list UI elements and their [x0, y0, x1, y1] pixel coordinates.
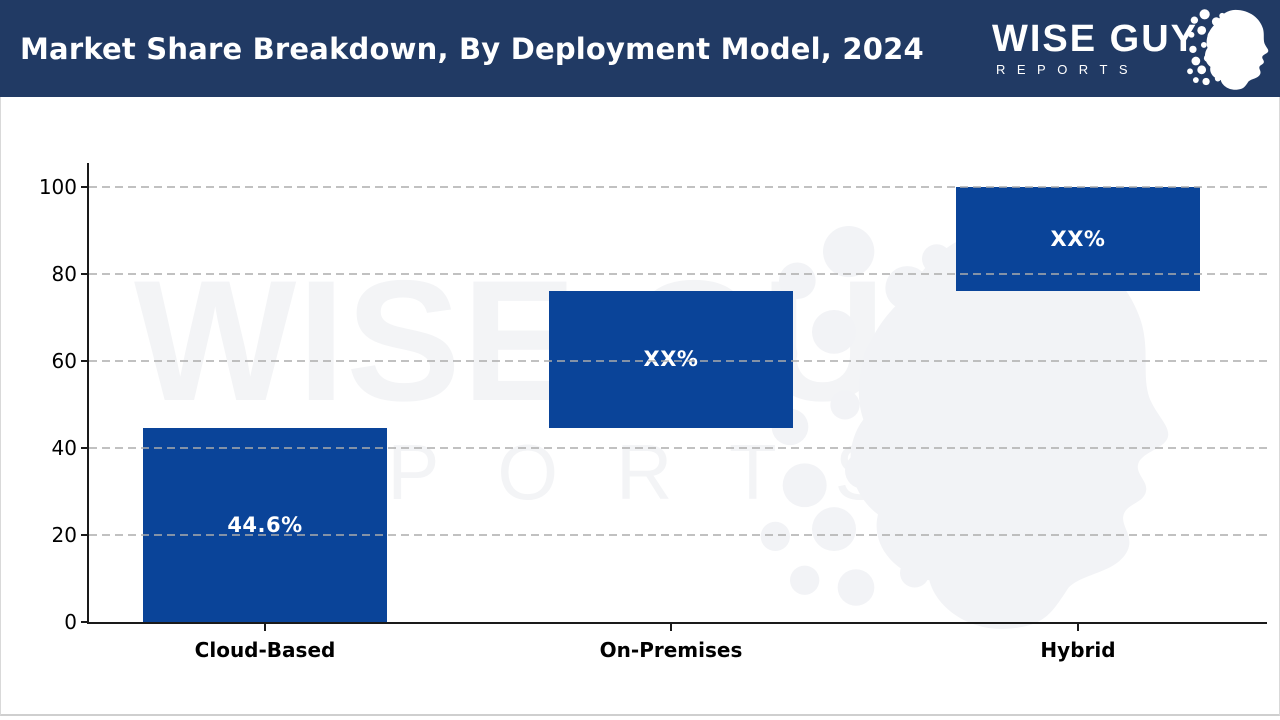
x-axis-category-label: Cloud-Based [194, 638, 336, 662]
x-axis-spine [87, 622, 1267, 624]
x-axis-tick [1077, 623, 1079, 631]
y-axis-tick-label: 40 [51, 436, 77, 460]
x-axis-tick [264, 623, 266, 631]
logo-subtitle: REPORTS [995, 62, 1140, 77]
y-axis-tick [81, 621, 89, 623]
bar-value-label: 44.6% [227, 512, 303, 537]
x-axis-category-label: Hybrid [1040, 638, 1116, 662]
x-axis-tick [670, 623, 672, 631]
y-axis-tick [81, 360, 89, 362]
y-axis-tick-label: 20 [51, 523, 77, 547]
y-axis-tick-label: 80 [51, 262, 77, 286]
gridline [89, 447, 1267, 449]
page-title: Market Share Breakdown, By Deployment Mo… [20, 31, 924, 66]
bar-value-label: XX% [643, 347, 699, 372]
y-axis-spine [87, 163, 89, 624]
logo-text: WISE GUY REPORTS [992, 20, 1198, 77]
y-axis-tick [81, 534, 89, 536]
y-axis-tick-label: 0 [64, 610, 77, 634]
chart-area: WISE GUY REPORTS 02040608010044.6%XX%XX%… [0, 97, 1280, 716]
gridline [89, 273, 1267, 275]
bar-cloud-based: 44.6% [143, 427, 387, 622]
gridline [89, 534, 1267, 536]
y-axis-tick [81, 273, 89, 275]
x-axis-category-label: On-Premises [599, 638, 743, 662]
logo-wordmark: WISE GUY [991, 18, 1198, 60]
gridline [89, 360, 1267, 362]
wise-guy-reports-logo: WISE GUY REPORTS [992, 7, 1272, 91]
bar-on-premises: XX% [549, 290, 793, 428]
y-axis-tick [81, 447, 89, 449]
bar-hybrid: XX% [956, 187, 1200, 291]
y-axis-tick-label: 100 [38, 175, 77, 199]
y-axis-tick-label: 60 [51, 349, 77, 373]
y-axis-tick [81, 186, 89, 188]
bar-value-label: XX% [1050, 226, 1106, 251]
gridline [89, 186, 1267, 188]
dotted-head-icon [1187, 8, 1269, 90]
header-bar: Market Share Breakdown, By Deployment Mo… [0, 0, 1280, 97]
